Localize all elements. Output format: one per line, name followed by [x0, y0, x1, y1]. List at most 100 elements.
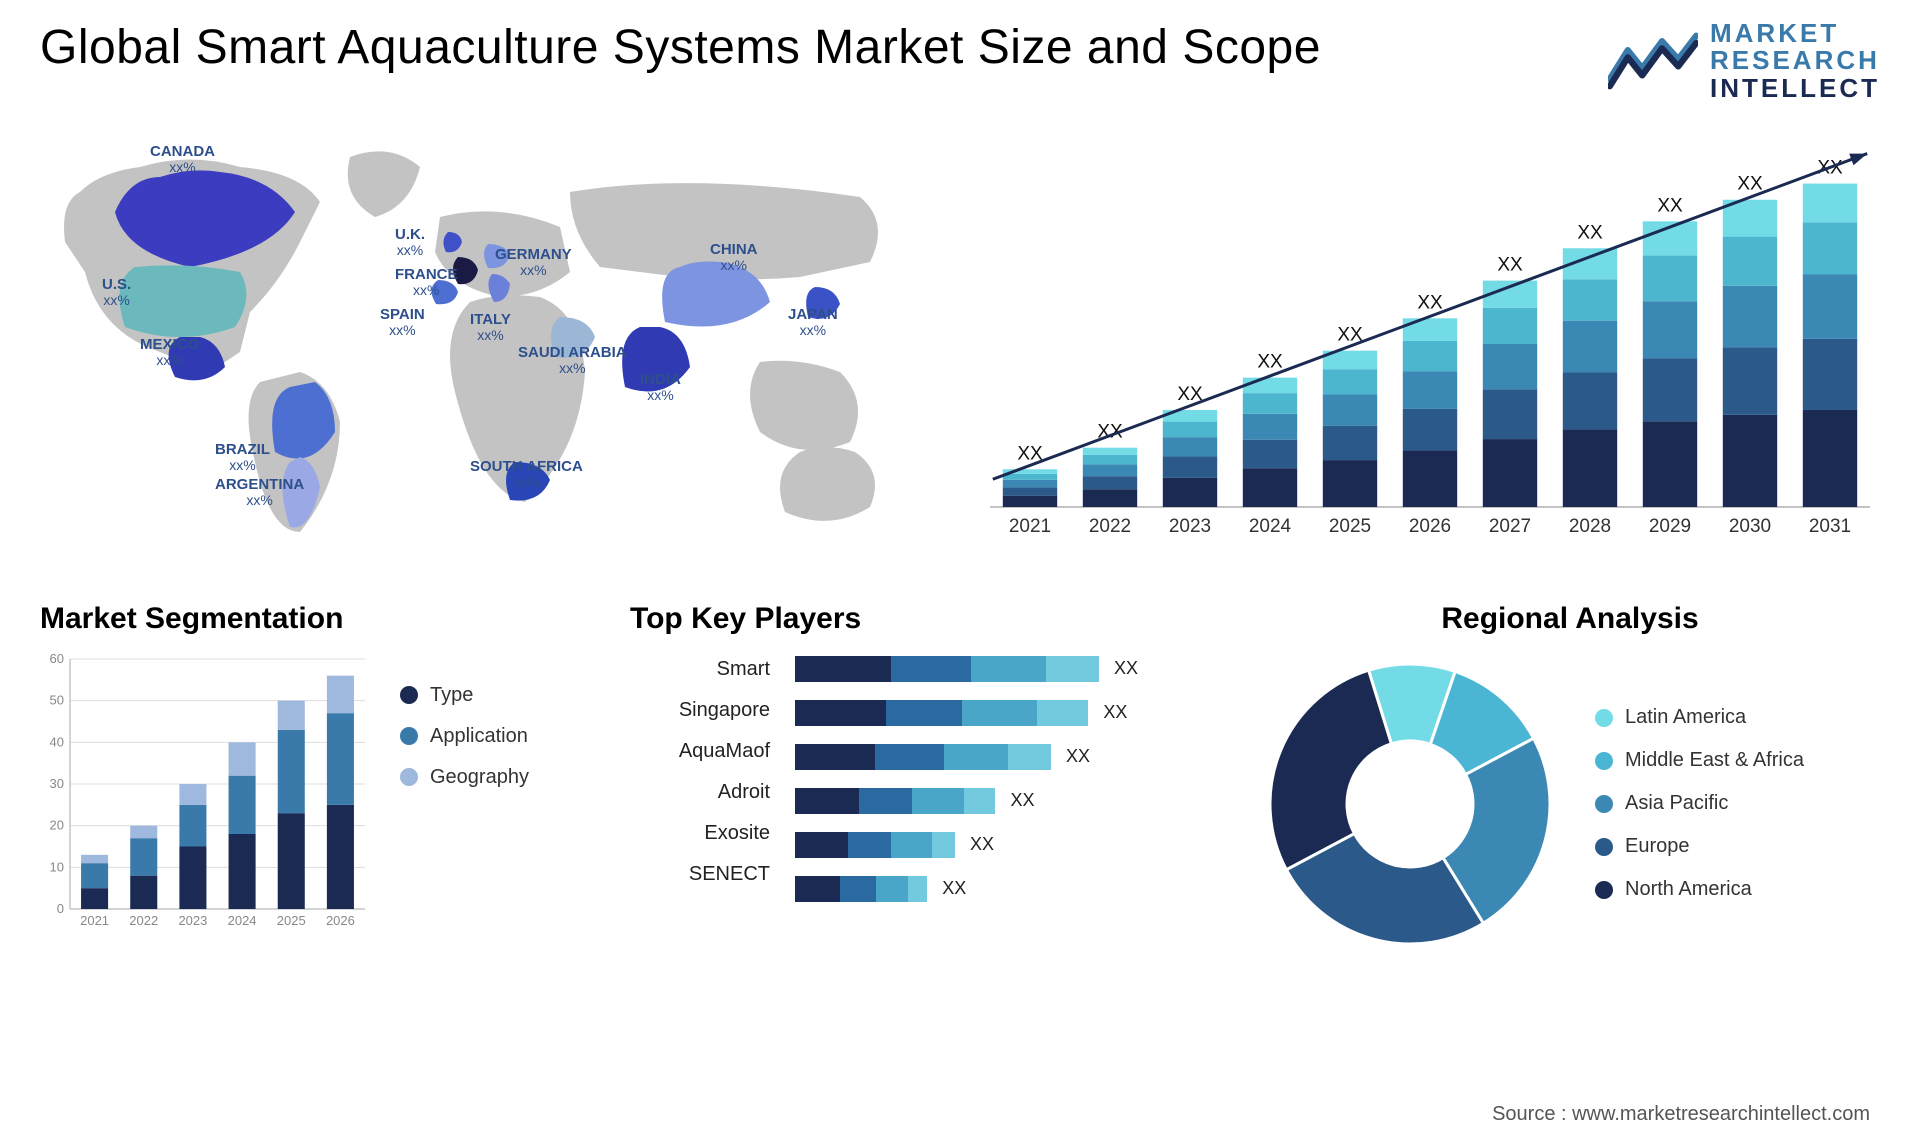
- legend-dot-icon: [1595, 709, 1613, 727]
- map-label-mexico: MEXICOxx%: [140, 337, 199, 367]
- svg-text:XX: XX: [1737, 174, 1763, 195]
- svg-text:2027: 2027: [1489, 516, 1531, 537]
- svg-text:2023: 2023: [178, 913, 207, 928]
- key-player-label: Singapore: [630, 699, 770, 722]
- map-label-china: CHINAxx%: [710, 242, 758, 272]
- svg-text:40: 40: [50, 734, 64, 749]
- logo-text-3: INTELLECT: [1710, 75, 1880, 102]
- map-label-india: INDIAxx%: [640, 372, 681, 402]
- key-player-bar: [795, 832, 955, 858]
- key-player-value: XX: [1011, 790, 1035, 811]
- map-label-italy: ITALYxx%: [470, 312, 511, 342]
- svg-text:XX: XX: [1257, 352, 1283, 373]
- segmentation-panel: Market Segmentation 01020304050602021202…: [40, 602, 600, 954]
- svg-text:2026: 2026: [1409, 516, 1451, 537]
- segmentation-legend-item: Type: [400, 684, 529, 707]
- svg-text:60: 60: [50, 654, 64, 666]
- key-player-bar: [795, 656, 1099, 682]
- key-player-value: XX: [1066, 746, 1090, 767]
- key-players-labels: Smart Singapore AquaMaof Adroit Exosite SENEC…: [630, 654, 770, 886]
- legend-label: Middle East & Africa: [1625, 749, 1804, 772]
- logo-text-1: MARKET: [1710, 20, 1880, 47]
- svg-text:2026: 2026: [326, 913, 355, 928]
- key-player-label: AquaMaof: [630, 740, 770, 763]
- legend-dot-icon: [400, 686, 418, 704]
- brand-logo: MARKET RESEARCH INTELLECT: [1608, 20, 1880, 102]
- legend-label: Latin America: [1625, 706, 1746, 729]
- growth-chart-svg: XX2021XX2022XX2023XX2024XX2025XX2026XX20…: [980, 132, 1880, 552]
- svg-text:2021: 2021: [1009, 516, 1051, 537]
- svg-text:0: 0: [57, 901, 64, 916]
- segmentation-chart-svg: 0102030405060202120222023202420252026: [40, 654, 370, 934]
- svg-text:XX: XX: [1577, 222, 1603, 243]
- key-player-row: XX: [795, 832, 1230, 858]
- legend-label: Application: [430, 725, 528, 748]
- key-player-bar: [795, 788, 996, 814]
- regional-legend-item: Asia Pacific: [1595, 792, 1804, 815]
- regional-donut-svg: [1260, 654, 1560, 954]
- svg-text:2023: 2023: [1169, 516, 1211, 537]
- segmentation-legend-item: Application: [400, 725, 529, 748]
- segmentation-title: Market Segmentation: [40, 602, 600, 636]
- map-label-south-africa: SOUTH AFRICAxx%: [470, 459, 583, 489]
- svg-text:30: 30: [50, 776, 64, 791]
- key-player-row: XX: [795, 744, 1230, 770]
- key-player-row: XX: [795, 656, 1230, 682]
- regional-legend-item: Latin America: [1595, 706, 1804, 729]
- legend-dot-icon: [400, 768, 418, 786]
- key-player-value: XX: [1103, 702, 1127, 723]
- key-players-panel: Top Key Players Smart Singapore AquaMaof Ad…: [630, 602, 1230, 954]
- legend-dot-icon: [1595, 752, 1613, 770]
- svg-text:2028: 2028: [1569, 516, 1611, 537]
- logo-text-2: RESEARCH: [1710, 47, 1880, 74]
- key-player-bar: [795, 744, 1051, 770]
- regional-legend: Latin America Middle East & Africa Asia Pa…: [1595, 706, 1804, 901]
- svg-text:2022: 2022: [1089, 516, 1131, 537]
- svg-text:2025: 2025: [277, 913, 306, 928]
- svg-text:10: 10: [50, 859, 64, 874]
- legend-dot-icon: [1595, 838, 1613, 856]
- map-label-spain: SPAINxx%: [380, 307, 425, 337]
- regional-panel: Regional Analysis Latin America Middle Ea…: [1260, 602, 1880, 954]
- svg-text:XX: XX: [1417, 292, 1443, 313]
- key-players-bars: XX XX XX XX XX XX: [795, 654, 1230, 902]
- world-map: CANADAxx%U.S.xx%MEXICOxx%BRAZILxx%ARGENT…: [40, 132, 940, 552]
- key-player-label: SENECT: [630, 863, 770, 886]
- svg-text:2024: 2024: [1249, 516, 1292, 537]
- legend-dot-icon: [1595, 881, 1613, 899]
- map-label-france: FRANCExx%: [395, 267, 458, 297]
- svg-text:2025: 2025: [1329, 516, 1371, 537]
- logo-mark-icon: [1608, 31, 1698, 91]
- svg-text:2021: 2021: [80, 913, 109, 928]
- segmentation-legend-item: Geography: [400, 766, 529, 789]
- regional-title: Regional Analysis: [1260, 602, 1880, 636]
- page-title: Global Smart Aquaculture Systems Market …: [40, 20, 1321, 75]
- key-players-title: Top Key Players: [630, 602, 1230, 636]
- svg-text:2029: 2029: [1649, 516, 1691, 537]
- key-player-value: XX: [942, 878, 966, 899]
- key-player-row: XX: [795, 700, 1230, 726]
- map-label-germany: GERMANYxx%: [495, 247, 572, 277]
- segmentation-legend: Type Application Geography: [400, 684, 529, 789]
- key-player-row: XX: [795, 788, 1230, 814]
- legend-label: North America: [1625, 878, 1752, 901]
- key-player-value: XX: [1114, 658, 1138, 679]
- map-label-canada: CANADAxx%: [150, 144, 215, 174]
- key-player-row: XX: [795, 876, 1230, 902]
- key-player-bar: [795, 876, 927, 902]
- key-player-bar: [795, 700, 1088, 726]
- key-player-label: Exosite: [630, 822, 770, 845]
- svg-text:XX: XX: [1497, 254, 1523, 275]
- svg-text:2031: 2031: [1809, 516, 1851, 537]
- map-label-u-k-: U.K.xx%: [395, 227, 425, 257]
- key-player-label: Smart: [630, 658, 770, 681]
- key-player-label: Adroit: [630, 781, 770, 804]
- svg-text:2022: 2022: [129, 913, 158, 928]
- map-label-japan: JAPANxx%: [788, 307, 838, 337]
- legend-label: Asia Pacific: [1625, 792, 1728, 815]
- svg-text:50: 50: [50, 693, 64, 708]
- source-text: Source : www.marketresearchintellect.com: [1492, 1103, 1870, 1126]
- svg-text:XX: XX: [1657, 195, 1683, 216]
- legend-dot-icon: [400, 727, 418, 745]
- regional-legend-item: Europe: [1595, 835, 1804, 858]
